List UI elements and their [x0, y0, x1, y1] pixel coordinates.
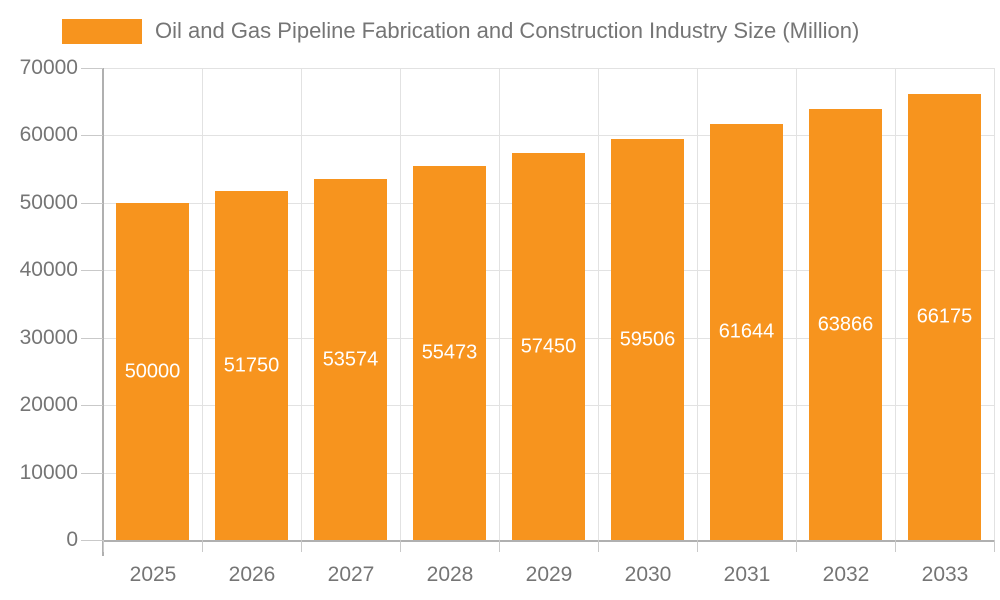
x-axis-tick: [103, 540, 104, 552]
bar-value-label: 59506: [619, 328, 676, 350]
x-tick-label: 2031: [723, 563, 771, 586]
v-gridline: [499, 68, 500, 540]
x-tick-label: 2029: [525, 563, 573, 586]
bar: 66175: [908, 94, 981, 540]
y-axis-tick: [81, 270, 103, 272]
y-tick-label: 20000: [19, 393, 78, 417]
v-gridline: [994, 68, 995, 540]
x-axis-line: [103, 540, 995, 542]
bar: 63866: [809, 109, 882, 540]
y-tick-label: 40000: [19, 258, 78, 282]
x-axis-tick: [598, 540, 599, 552]
y-axis-tick: [81, 68, 103, 69]
x-axis-tick: [796, 540, 797, 552]
bar-value-label: 51750: [223, 354, 280, 376]
y-tick-label: 70000: [19, 56, 78, 79]
x-axis-tick: [499, 540, 500, 552]
plot-area: 50000 51750 53574 55473 57450 59506 61644 63866…: [103, 68, 995, 540]
bar: 61644: [710, 124, 783, 540]
y-tick-label: 10000: [19, 460, 78, 484]
bar-value-label: 53574: [322, 348, 379, 370]
y-axis-tick: [81, 135, 103, 137]
bar-value-label: 50000: [124, 360, 181, 382]
x-tick-label: 2030: [624, 563, 672, 586]
v-gridline: [895, 68, 896, 540]
v-gridline: [202, 68, 203, 540]
bar-value-label: 57450: [520, 335, 577, 357]
v-gridline: [400, 68, 401, 540]
x-tick-label: 2026: [228, 563, 276, 586]
y-axis-tick: [81, 337, 103, 339]
y-axis-line: [102, 68, 104, 556]
y-axis-tick: [81, 202, 103, 204]
v-gridline: [301, 68, 302, 540]
x-tick-label: 2028: [426, 563, 474, 586]
v-gridline: [697, 68, 698, 540]
x-axis-tick: [895, 540, 896, 552]
y-axis-tick: [81, 540, 103, 541]
x-tick-label: 2025: [129, 563, 177, 586]
x-tick-label: 2033: [921, 563, 969, 586]
bar: 50000: [116, 203, 189, 540]
bar: 51750: [215, 191, 288, 540]
y-tick-label: 30000: [19, 325, 78, 349]
y-axis-tick: [81, 405, 103, 407]
bar: 59506: [611, 139, 684, 540]
h-gridline: [103, 135, 994, 137]
y-tick-label: 60000: [19, 123, 78, 147]
y-axis-tick: [81, 472, 103, 474]
chart-legend: Oil and Gas Pipeline Fabrication and Con…: [62, 17, 859, 45]
x-tick-label: 2032: [822, 563, 870, 586]
v-gridline: [796, 68, 797, 540]
bar: 57450: [512, 153, 585, 540]
bar: 55473: [413, 166, 486, 540]
y-tick-label: 50000: [19, 190, 78, 214]
bar-value-label: 66175: [916, 305, 973, 328]
x-axis-tick: [202, 540, 203, 552]
bar: 53574: [314, 179, 387, 540]
x-axis-tick: [301, 540, 302, 552]
legend-swatch: [62, 18, 142, 44]
y-tick-label: 0: [66, 528, 78, 551]
y-axis-labels: 0 10000 20000 30000 40000 50000 60000 70000: [0, 0, 78, 600]
bar-value-label: 63866: [817, 313, 874, 335]
x-tick-label: 2027: [327, 563, 375, 586]
v-gridline: [598, 68, 599, 540]
h-gridline: [103, 68, 994, 69]
x-axis-tick: [994, 540, 995, 552]
bar-value-label: 61644: [718, 320, 775, 343]
x-axis-labels: 2025 2026 2027 2028 2029 2030 2031 2032 2033: [103, 563, 994, 593]
x-axis-tick: [697, 540, 698, 552]
x-axis-tick: [400, 540, 401, 552]
legend-label: Oil and Gas Pipeline Fabrication and Con…: [155, 18, 860, 43]
bar-value-label: 55473: [421, 341, 478, 364]
